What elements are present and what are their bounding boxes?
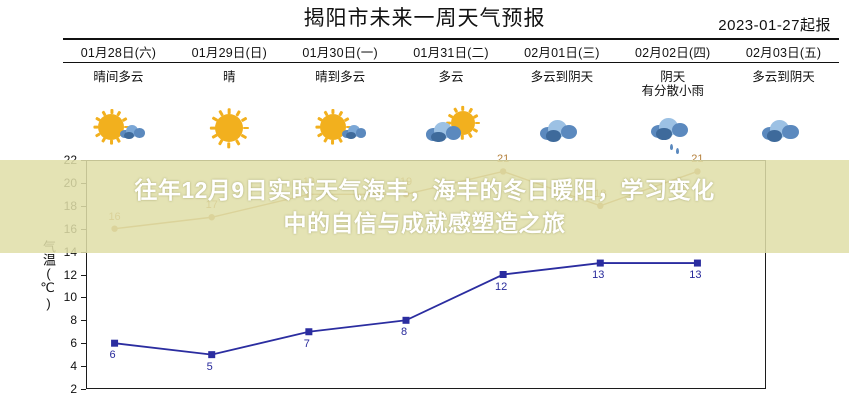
data-point-marker (111, 339, 119, 347)
forecast-date: 01月28日(六) (80, 46, 157, 60)
data-point-marker (208, 351, 216, 359)
forecast-icon-slot (507, 104, 617, 156)
data-point-marker (596, 259, 604, 267)
forecast-day-column: 02月03日(五) 多云到阴天 (729, 0, 839, 160)
header-divider-bottom (63, 62, 839, 63)
data-point-value: 6 (109, 349, 116, 362)
forecast-date: 01月31日(二) (413, 46, 489, 60)
page-title: 揭阳市未来一周天气预报 (303, 7, 546, 30)
y-axis-tick-mark (81, 343, 86, 345)
forecast-description: 阴天 有分散小雨 (641, 70, 704, 98)
forecast-icon-slot (285, 104, 395, 156)
forecast-day-column: 01月29日(日) 晴 (174, 0, 284, 160)
forecast-icon-slot (63, 104, 173, 156)
data-point-value: 7 (303, 337, 310, 350)
y-axis-tick-mark (81, 297, 86, 299)
forecast-description: 晴到多云 (315, 70, 366, 84)
forecast-date: 01月30日(一) (302, 46, 378, 60)
y-axis-tick-label: 6 (70, 336, 77, 351)
data-point-marker (693, 259, 701, 267)
y-axis-tick-label: 2 (70, 382, 77, 396)
data-point-marker (499, 271, 507, 278)
forecast-date: 02月01日(三) (524, 46, 600, 60)
rain-drop-icon (669, 144, 673, 150)
data-point-value: 8 (400, 326, 408, 339)
forecast-day-column: 01月30日(一) 晴到多云 (285, 0, 395, 160)
forecast-description: 晴 (223, 70, 236, 84)
header-divider-top (63, 38, 839, 40)
forecast-day-column: 01月28日(六) 晴间多云 (63, 0, 173, 160)
overlay-line-2: 中的自信与成就感塑造之旅 (283, 210, 566, 236)
sun-with-cloud-icon (285, 104, 395, 156)
forecast-day-column: 01月31日(二) 多云 (396, 0, 506, 160)
overlay-band (0, 160, 849, 253)
forecast-description: 多云到阴天 (752, 70, 815, 84)
cloud-with-rain-icon (618, 104, 728, 156)
y-axis-tick-label: 4 (70, 359, 77, 374)
forecast-icon-slot (396, 104, 506, 156)
cloudy-icon (729, 104, 839, 156)
forecast-icon-slot (174, 104, 284, 156)
forecast-date: 02月02日(四) (634, 46, 711, 60)
data-point-value: 13 (592, 269, 605, 282)
forecast-date: 02月03日(五) (745, 46, 822, 60)
forecast-day-column: 02月02日(四) 阴天 有分散小雨 (618, 0, 728, 160)
y-axis-tick-mark (81, 366, 86, 368)
y-axis-tick-label: 10 (63, 290, 77, 305)
issue-date: 2023-01-27起报 (718, 17, 831, 34)
series-line (114, 262, 698, 356)
forecast-date: 01月29日(日) (191, 46, 267, 60)
y-axis-tick-mark (81, 274, 86, 276)
rain-drop-icon (675, 148, 679, 154)
y-axis-tick-mark (81, 389, 86, 390)
data-point-marker (305, 328, 313, 336)
forecast-icon-slot (618, 104, 728, 156)
data-point-value: 5 (206, 360, 213, 373)
forecast-icon-slot (729, 104, 839, 156)
y-axis-title: 气温(℃) (41, 240, 56, 311)
forecast-description: 多云到阴天 (530, 70, 594, 84)
overlay-line-1: 往年12月9日实时天气海丰，海丰的冬日暖阳，学习变化 (134, 177, 715, 203)
y-axis-tick-label: 8 (70, 313, 77, 328)
y-axis-tick-mark (81, 320, 86, 322)
cloudy-icon (507, 104, 617, 156)
sun-icon (174, 104, 284, 156)
cloud-with-sun-icon (396, 104, 506, 156)
sun-with-cloud-icon (63, 104, 173, 156)
data-point-marker (402, 316, 410, 324)
overlay-caption: 往年12月9日实时天气海丰，海丰的冬日暖阳，学习变化 中的自信与成就感塑造之旅 (0, 163, 849, 251)
forecast-description: 多云 (438, 70, 464, 84)
forecast-columns: 01月28日(六) 晴间多云 01月29日(日) 晴 01月30日(一) 晴到多云 01月3… (63, 0, 839, 160)
forecast-description: 晴间多云 (93, 70, 144, 84)
data-point-value: 13 (689, 269, 702, 282)
y-axis-tick-label: 12 (63, 267, 77, 282)
data-point-value: 12 (495, 280, 508, 293)
forecast-day-column: 02月01日(三) 多云到阴天 (507, 0, 617, 160)
